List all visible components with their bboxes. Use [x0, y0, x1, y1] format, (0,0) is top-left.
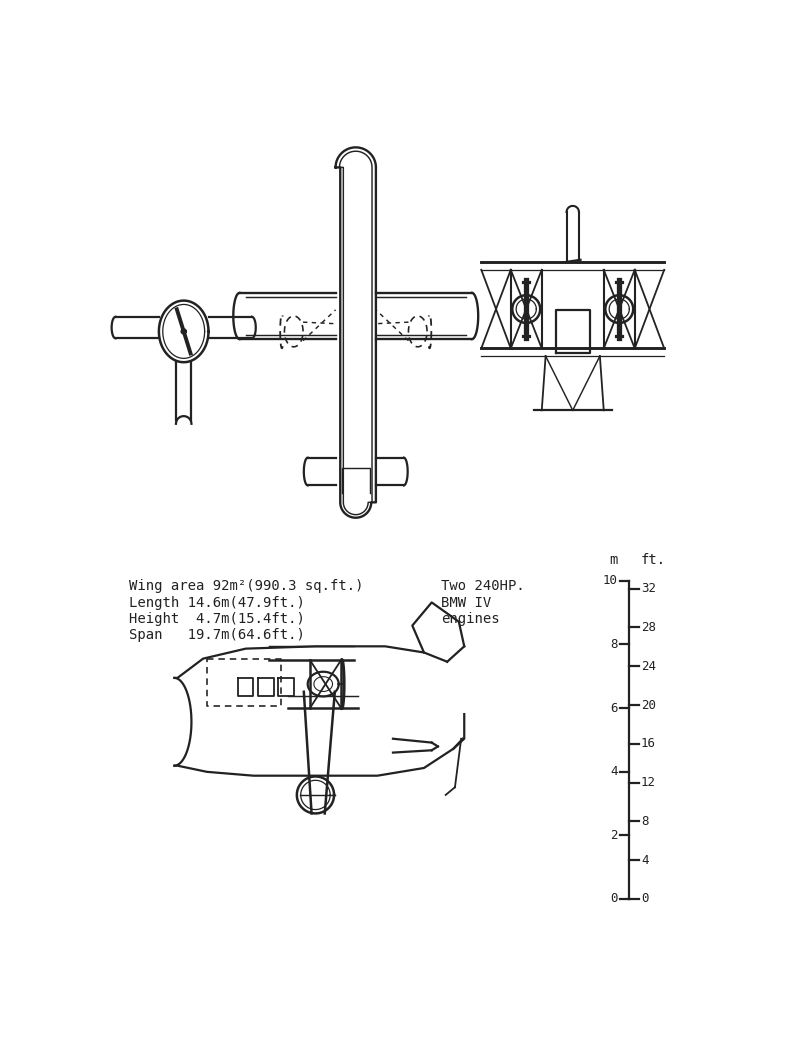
Text: 4: 4: [610, 765, 618, 778]
Text: 8: 8: [641, 815, 649, 827]
Text: 28: 28: [641, 621, 656, 634]
Text: Length 14.6m(47.9ft.): Length 14.6m(47.9ft.): [130, 596, 306, 610]
Text: 10: 10: [602, 574, 618, 588]
Text: 20: 20: [641, 698, 656, 712]
Text: 12: 12: [641, 776, 656, 789]
Text: Two 240HP.: Two 240HP.: [441, 579, 525, 593]
Text: Wing area 92m²(990.3 sq.ft.): Wing area 92m²(990.3 sq.ft.): [130, 579, 364, 593]
Text: BMW IV: BMW IV: [441, 596, 491, 610]
Text: 16: 16: [641, 738, 656, 750]
Text: 32: 32: [641, 582, 656, 595]
Text: engines: engines: [441, 612, 500, 625]
Text: 4: 4: [641, 853, 649, 867]
Text: ft.: ft.: [641, 553, 666, 567]
Text: Height  4.7m(15.4ft.): Height 4.7m(15.4ft.): [130, 612, 306, 625]
Text: 2: 2: [610, 828, 618, 842]
Text: 6: 6: [610, 701, 618, 715]
Text: 8: 8: [610, 638, 618, 651]
Text: Span   19.7m(64.6ft.): Span 19.7m(64.6ft.): [130, 628, 306, 642]
Text: 0: 0: [641, 892, 649, 905]
Text: 0: 0: [610, 892, 618, 905]
Text: 24: 24: [641, 660, 656, 673]
Text: m: m: [610, 553, 618, 567]
